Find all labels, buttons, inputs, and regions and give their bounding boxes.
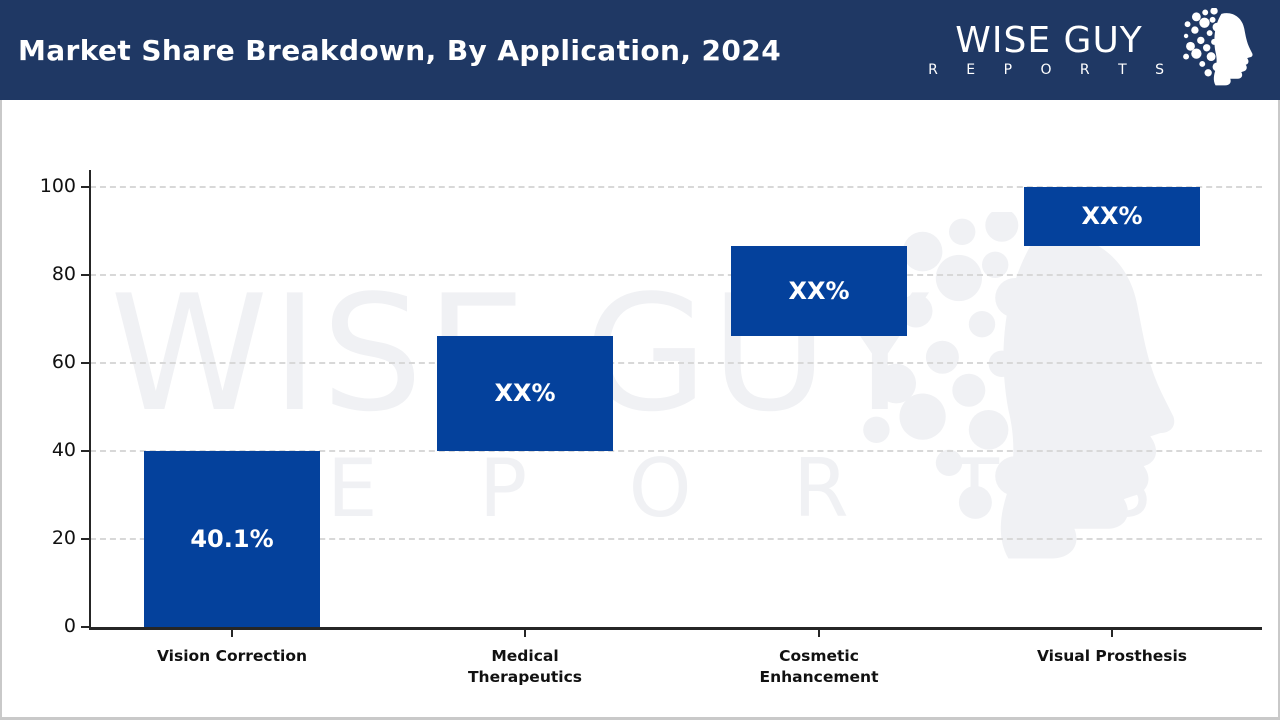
x-axis-category-label: Cosmetic Enhancement	[759, 647, 879, 686]
x-axis-category-label: Medical Therapeutics	[467, 647, 582, 686]
brand-logo: WISE GUY R E P O R T S	[922, 6, 1254, 93]
y-axis-tick	[81, 186, 90, 188]
bar: XX%	[437, 336, 613, 451]
brand-face-icon	[1180, 6, 1254, 93]
x-axis-tick	[1111, 630, 1113, 637]
bar: 40.1%	[144, 450, 320, 627]
y-axis-tick	[81, 626, 90, 628]
y-axis-tick	[81, 362, 90, 364]
bar-value-label: XX%	[494, 379, 556, 408]
y-axis-tick-label: 60	[51, 351, 76, 373]
page-title: Market Share Breakdown, By Application, …	[18, 33, 782, 67]
x-axis-tick	[524, 630, 526, 637]
x-axis-tick	[231, 630, 233, 637]
x-axis-line	[89, 627, 1262, 630]
y-axis-tick-label: 100	[39, 175, 76, 197]
gridline	[90, 538, 1262, 540]
chart-area: WISE GUY R E P O R T S 0 20 40 60 80 100 40.1%…	[0, 100, 1280, 720]
y-axis-line	[89, 170, 91, 629]
gridline	[90, 450, 1262, 452]
y-axis-tick-label: 0	[63, 615, 76, 637]
y-axis-tick-label: 20	[51, 527, 76, 549]
bar: XX%	[731, 245, 907, 337]
gridline	[90, 362, 1262, 364]
bar-value-label: XX%	[788, 277, 850, 306]
y-axis-tick	[81, 274, 90, 276]
x-axis-category-label: Visual Prosthesis	[1036, 647, 1188, 665]
plot: 0 20 40 60 80 100 40.1% Vision Correction XX% Med…	[2, 100, 1278, 717]
bar-value-label: XX%	[1081, 202, 1143, 231]
bar-value-label: 40.1%	[190, 524, 274, 553]
y-axis-tick-label: 80	[51, 263, 76, 285]
x-axis-category-label: Vision Correction	[156, 647, 308, 665]
brand-logo-text: WISE GUY R E P O R T S	[922, 19, 1176, 78]
header-bar: Market Share Breakdown, By Application, …	[0, 0, 1280, 100]
y-axis-tick-label: 40	[51, 439, 76, 461]
brand-subtitle: R E P O R T S	[928, 61, 1176, 78]
bar: XX%	[1024, 187, 1200, 246]
y-axis-tick	[81, 450, 90, 452]
brand-name: WISE GUY	[955, 19, 1143, 61]
x-axis-tick	[818, 630, 820, 637]
gridline	[90, 186, 1262, 188]
gridline	[90, 274, 1262, 276]
y-axis-tick	[81, 538, 90, 540]
